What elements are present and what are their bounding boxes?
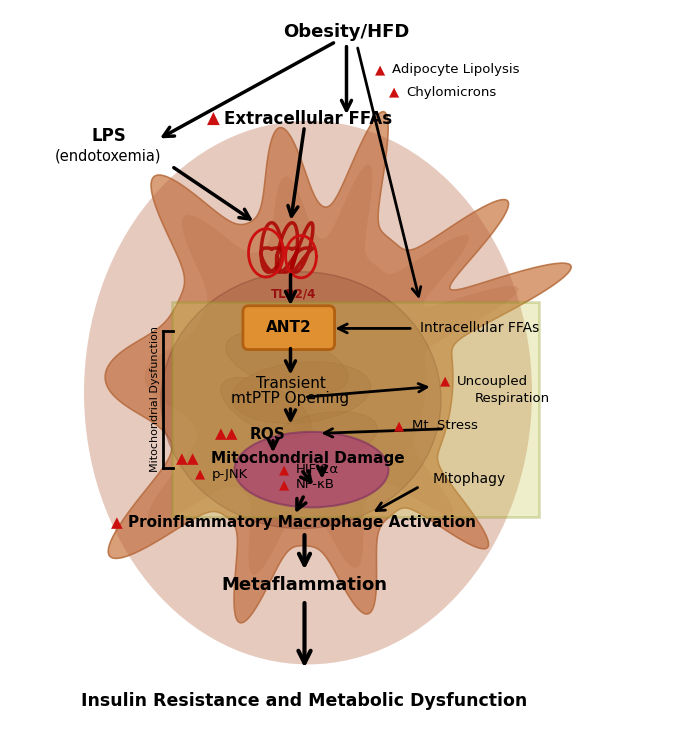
Text: ▲▲: ▲▲ bbox=[176, 451, 200, 466]
Ellipse shape bbox=[220, 378, 312, 438]
Text: Mitochondrial Dysfunction: Mitochondrial Dysfunction bbox=[150, 326, 160, 473]
Text: ▲: ▲ bbox=[195, 467, 205, 481]
Text: Uncoupled: Uncoupled bbox=[457, 374, 528, 388]
Text: Respiration: Respiration bbox=[475, 392, 550, 405]
Text: Proinflammatory Macrophage Activation: Proinflammatory Macrophage Activation bbox=[128, 515, 476, 530]
Text: Metaflammation: Metaflammation bbox=[221, 576, 388, 594]
Text: NF-κB: NF-κB bbox=[296, 478, 335, 492]
Text: ▲: ▲ bbox=[206, 109, 219, 128]
Text: Obesity/HFD: Obesity/HFD bbox=[284, 23, 409, 41]
Text: ANT2: ANT2 bbox=[266, 320, 312, 335]
Text: Extracellular FFAs: Extracellular FFAs bbox=[224, 109, 392, 128]
Text: ▲: ▲ bbox=[279, 478, 289, 492]
Ellipse shape bbox=[231, 362, 371, 424]
Text: ▲: ▲ bbox=[440, 374, 450, 388]
Text: ▲: ▲ bbox=[389, 85, 399, 99]
Polygon shape bbox=[105, 112, 571, 623]
Text: TLR2/4: TLR2/4 bbox=[272, 288, 316, 301]
Ellipse shape bbox=[226, 331, 348, 393]
Ellipse shape bbox=[161, 272, 441, 528]
Text: Mitophagy: Mitophagy bbox=[433, 473, 506, 486]
Text: ▲: ▲ bbox=[394, 419, 405, 433]
Ellipse shape bbox=[234, 432, 388, 507]
FancyBboxPatch shape bbox=[243, 306, 335, 350]
Text: HIF-1α: HIF-1α bbox=[296, 463, 339, 476]
Text: Adipocyte Lipolysis: Adipocyte Lipolysis bbox=[392, 63, 519, 76]
FancyBboxPatch shape bbox=[172, 302, 539, 517]
Text: Intracellular FFAs: Intracellular FFAs bbox=[420, 322, 539, 335]
Text: ▲: ▲ bbox=[111, 515, 122, 530]
Text: LPS: LPS bbox=[91, 127, 126, 145]
Text: ▲▲: ▲▲ bbox=[215, 427, 239, 442]
Text: ▲: ▲ bbox=[374, 63, 385, 76]
Ellipse shape bbox=[267, 411, 377, 464]
Text: ROS: ROS bbox=[250, 427, 286, 442]
Text: mtPTP Opening: mtPTP Opening bbox=[232, 391, 349, 406]
Text: Chylomicrons: Chylomicrons bbox=[406, 85, 496, 99]
Text: Mitochondrial Damage: Mitochondrial Damage bbox=[211, 451, 405, 466]
Ellipse shape bbox=[84, 121, 532, 664]
Text: Insulin Resistance and Metabolic Dysfunction: Insulin Resistance and Metabolic Dysfunc… bbox=[81, 692, 528, 710]
Text: Transient: Transient bbox=[256, 376, 326, 391]
Polygon shape bbox=[144, 164, 519, 575]
Text: Mt. Stress: Mt. Stress bbox=[412, 419, 477, 433]
Text: ▲: ▲ bbox=[279, 463, 289, 476]
Text: (endotoxemia): (endotoxemia) bbox=[55, 149, 162, 164]
Text: p-JNK: p-JNK bbox=[212, 467, 248, 481]
